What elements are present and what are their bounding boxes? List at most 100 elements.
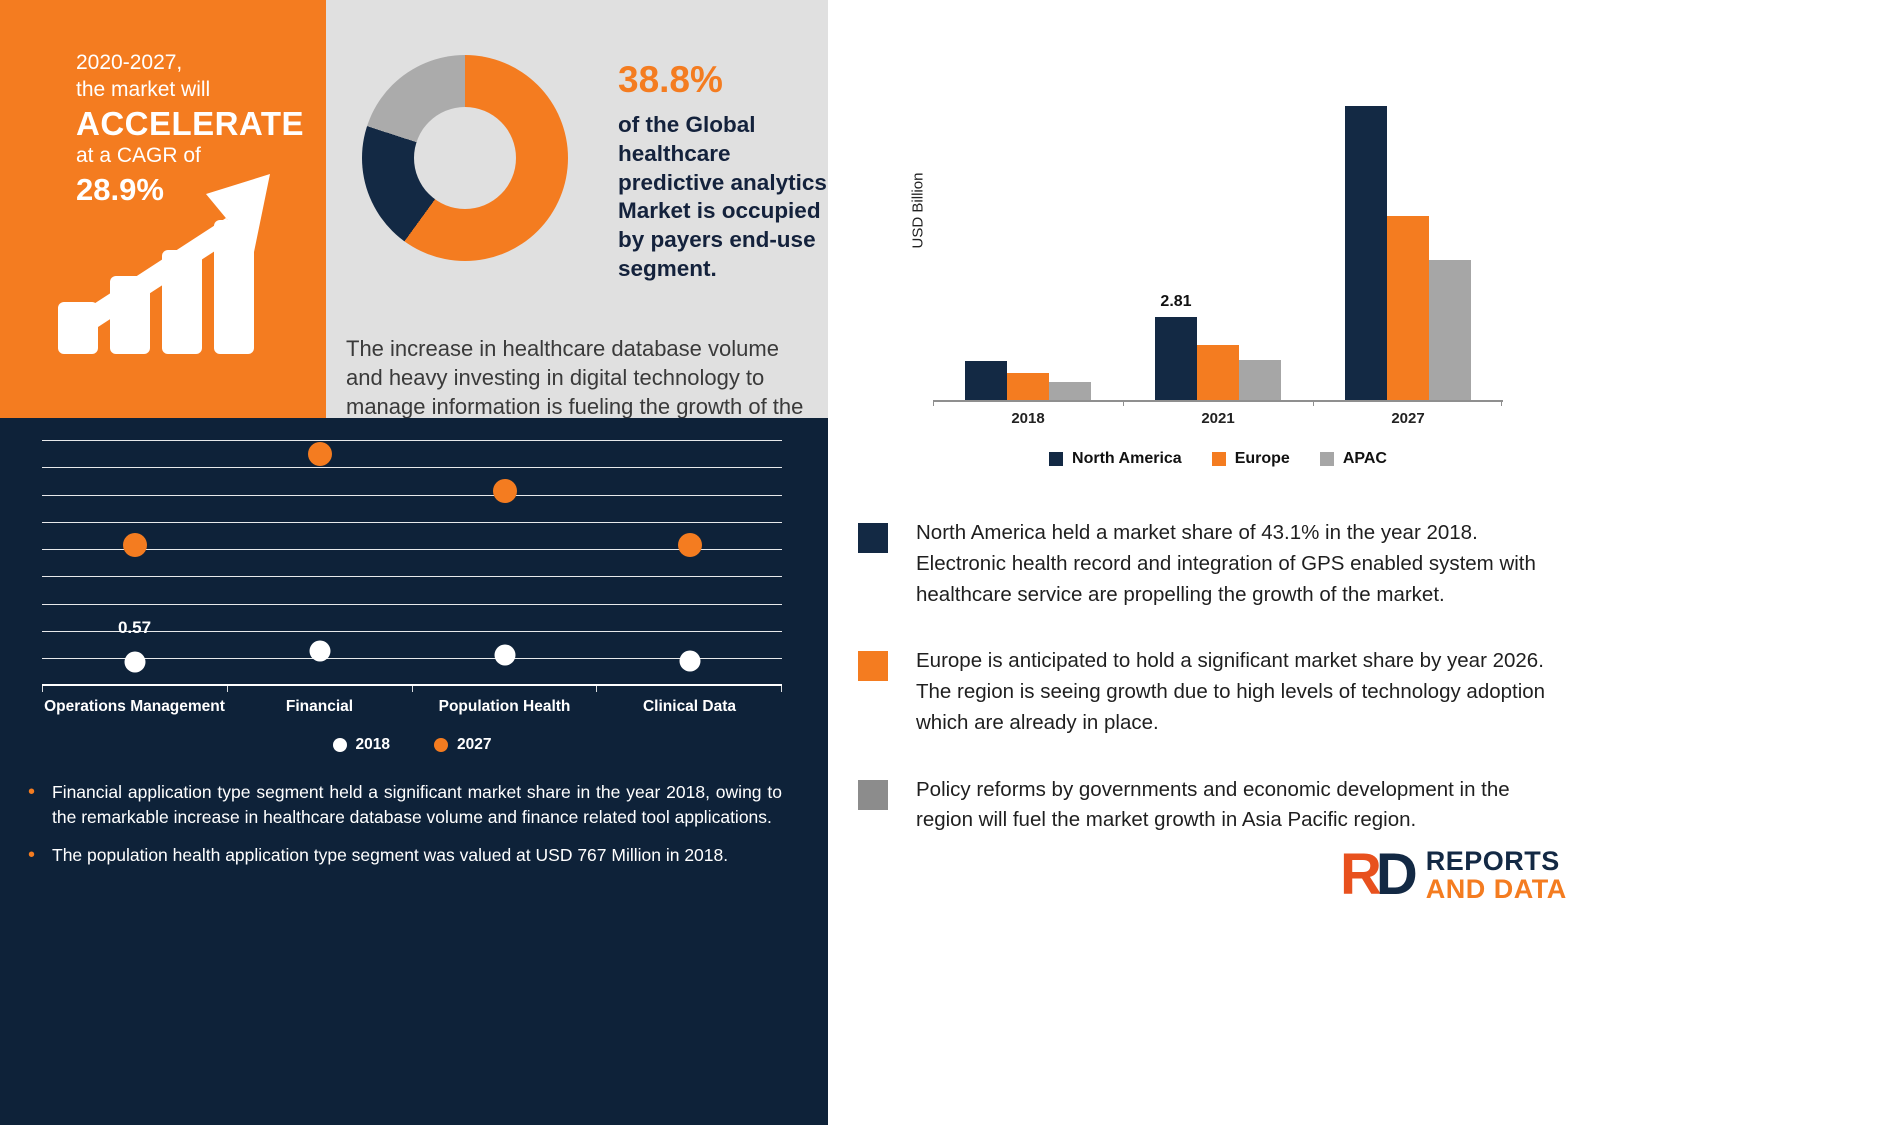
- bar-europe-2021: [1197, 345, 1239, 400]
- cagr-period: 2020-2027,: [76, 51, 183, 74]
- dot-x-label-clinical-data: Clinical Data: [642, 698, 737, 715]
- bullet-marker-icon: •: [28, 844, 36, 866]
- left-column: 2020-2027, the market will ACCELERATE at…: [0, 0, 832, 1125]
- axis-tick: [1313, 400, 1314, 406]
- dot-x-label-population-health: Population Health: [438, 698, 571, 715]
- donut-stat-caption: of the Global healthcare predictive anal…: [618, 112, 827, 281]
- gridline: [42, 631, 782, 632]
- insight-item-3: Policy reforms by governments and econom…: [858, 775, 1564, 837]
- insight-text: Europe is anticipated to hold a signific…: [916, 649, 1546, 734]
- bar-value-label: 2.81: [1160, 293, 1192, 310]
- dot-legend: 2018 2027: [42, 736, 782, 754]
- application-dot-plot: 0.57: [42, 440, 782, 692]
- bullet-marker-icon: •: [28, 781, 36, 803]
- insight-item-1: North America held a market share of 43.…: [858, 518, 1564, 610]
- regional-panel: USD Billion 2018 2.81 2021 2027 North Ameri…: [828, 0, 1903, 1125]
- axis-tick: [1501, 400, 1502, 406]
- dot-2027-financial: [307, 441, 332, 466]
- y-axis-title: USD Billion: [909, 172, 927, 249]
- end-use-donut: [362, 55, 568, 261]
- bar-europe-2027: [1387, 216, 1429, 400]
- bar-apac-2027: [1429, 260, 1471, 400]
- bar-legend: North America Europe APAC: [933, 450, 1503, 468]
- bar-group-2021: 2.81 2021: [1155, 90, 1281, 427]
- cagr-headline: ACCELERATE: [76, 104, 305, 142]
- cagr-text: 2020-2027, the market will ACCELERATE at…: [0, 0, 326, 211]
- donut-stat: 38.8%: [618, 59, 723, 100]
- insight-text: Policy reforms by governments and econom…: [916, 777, 1510, 832]
- bullet-text: The population health application type s…: [52, 845, 729, 865]
- bar-north-america-2021: 2.81: [1155, 293, 1197, 400]
- axis-tick: [596, 685, 597, 692]
- insight-swatch-icon: [858, 523, 888, 553]
- bar-group-2018: 2018: [965, 90, 1091, 427]
- insight-item-2: Europe is anticipated to hold a signific…: [858, 646, 1564, 738]
- dot-x-label-operations-management: Operations Management: [44, 698, 225, 715]
- reports-and-data-logo: RD REPORTS AND DATA: [1340, 846, 1567, 904]
- bar-apac-2018: [1049, 382, 1091, 400]
- gridline: [42, 467, 782, 468]
- axis-tick: [781, 685, 782, 692]
- gridline: [42, 658, 782, 659]
- bar-europe-2018: [1007, 373, 1049, 400]
- regional-insights: North America held a market share of 43.…: [858, 518, 1564, 836]
- legend-swatch-icon: [1319, 452, 1334, 466]
- x-axis-label-2027: 2027: [1391, 410, 1425, 427]
- cagr-line4: at a CAGR of: [76, 144, 201, 168]
- legend-item-north-america: North America: [1049, 450, 1182, 468]
- bar-north-america-2018: [965, 361, 1007, 400]
- dot-value-label: 0.57: [117, 618, 152, 638]
- bullet-text: Financial application type segment held …: [52, 782, 782, 827]
- cagr-line2: the market will: [76, 77, 211, 101]
- insight-swatch-icon: [858, 779, 888, 810]
- dot-2018-population-health: [494, 644, 515, 666]
- x-axis-label-2018: 2018: [1011, 410, 1045, 427]
- logo-letter-d: D: [1375, 842, 1418, 907]
- legend-label: APAC: [1342, 450, 1387, 467]
- gridline: [42, 576, 782, 577]
- bar-apac-2021: [1239, 360, 1281, 400]
- donut-row: 38.8% of the Global healthcare predictiv…: [326, 0, 832, 284]
- regional-bar-plot: 2018 2.81 2021 2027: [933, 90, 1503, 427]
- legend-swatch-icon: [1049, 452, 1064, 466]
- gridline: [42, 440, 782, 441]
- legend-label: North America: [1072, 450, 1182, 467]
- axis-tick: [42, 685, 43, 692]
- logo-mark-icon: RD: [1340, 846, 1418, 904]
- legend-item-2027: 2027: [434, 736, 491, 754]
- cagr-value: 28.9%: [76, 172, 164, 208]
- gridline: [42, 495, 782, 496]
- insight-swatch-icon: [858, 651, 888, 682]
- end-use-panel: 38.8% of the Global healthcare predictiv…: [326, 0, 832, 448]
- application-bullets: • Financial application type segment held…: [28, 780, 782, 868]
- legend-item-apac: APAC: [1319, 450, 1387, 468]
- bar-north-america-2027: [1345, 106, 1387, 400]
- application-bullet-2: • The population health application type …: [28, 843, 782, 868]
- x-axis-label-2021: 2021: [1201, 410, 1235, 427]
- dot-2027-operations-management: [122, 532, 147, 557]
- dot-2027-population-health: [492, 479, 517, 504]
- dot-2018-operations-management: [124, 651, 145, 673]
- axis-tick: [227, 685, 228, 692]
- logo-name: REPORTS AND DATA: [1425, 845, 1567, 903]
- legend-label: 2018: [355, 736, 390, 753]
- dot-2027-clinical-data: [677, 532, 702, 557]
- regional-bar-chart: USD Billion 2018 2.81 2021 2027 North Ameri…: [910, 90, 1503, 468]
- dot-x-label-financial: Financial: [285, 698, 354, 715]
- gridline: [42, 549, 782, 550]
- logo-name-top: REPORTS: [1425, 845, 1560, 876]
- bar-group-2027: 2027: [1345, 90, 1471, 427]
- legend-label: Europe: [1234, 450, 1290, 467]
- donut-caption: 38.8% of the Global healthcare predictiv…: [618, 59, 832, 284]
- dot-2018-clinical-data: [679, 650, 700, 672]
- axis-tick: [933, 400, 934, 406]
- legend-item-2018: 2018: [332, 736, 390, 754]
- axis-tick: [1123, 400, 1124, 406]
- top-row: 2020-2027, the market will ACCELERATE at…: [0, 0, 832, 448]
- legend-item-europe: Europe: [1211, 450, 1290, 468]
- axis-tick: [412, 685, 413, 692]
- application-panel: 0.57 Operations Management Financial Popul…: [0, 418, 828, 1125]
- application-bullet-1: • Financial application type segment held…: [28, 780, 782, 829]
- market-growth-text: The increase in healthcare database volu…: [346, 335, 804, 448]
